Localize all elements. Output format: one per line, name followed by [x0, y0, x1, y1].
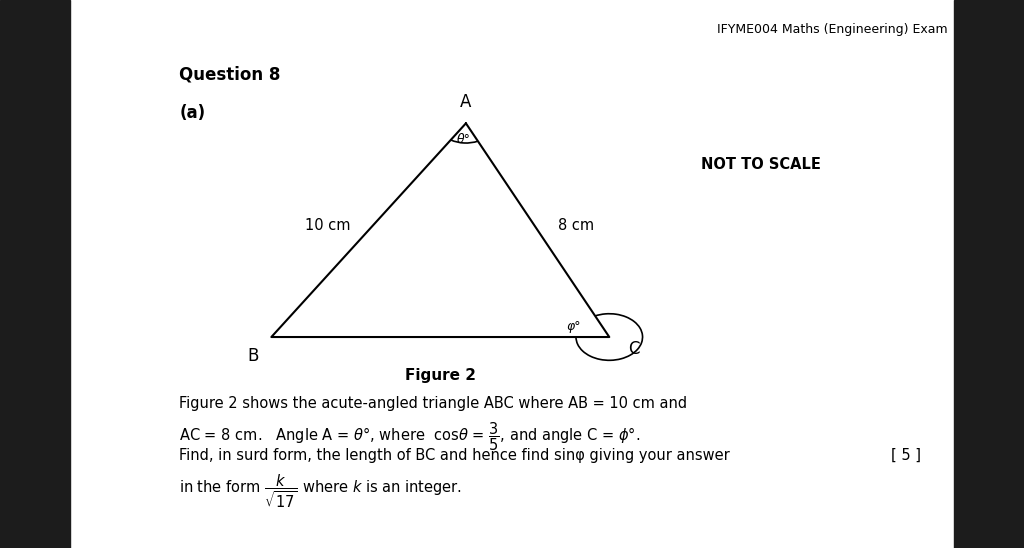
Text: A: A — [460, 93, 472, 111]
Bar — [0, 0, 70, 548]
Text: 8 cm: 8 cm — [558, 218, 595, 233]
Text: θ°: θ° — [457, 133, 471, 146]
Text: IFYME004 Maths (Engineering) Exam: IFYME004 Maths (Engineering) Exam — [717, 23, 947, 36]
Text: in the form $\dfrac{k}{\sqrt{17}}$ where $k$ is an integer.: in the form $\dfrac{k}{\sqrt{17}}$ where… — [179, 472, 462, 510]
Text: Question 8: Question 8 — [179, 66, 281, 84]
Text: (a): (a) — [179, 104, 206, 122]
Text: φ°: φ° — [566, 320, 581, 333]
Text: AC = 8 cm.   Angle A = $\theta$°, where  cos$\theta$ = $\dfrac{3}{5}$, and angle: AC = 8 cm. Angle A = $\theta$°, where co… — [179, 421, 640, 453]
Text: [ 5 ]: [ 5 ] — [891, 448, 921, 463]
Text: B: B — [247, 347, 259, 365]
Text: Figure 2: Figure 2 — [404, 368, 476, 383]
Text: 10 cm: 10 cm — [305, 218, 350, 233]
Text: Find, in surd form, the length of BC and hence find sinφ giving your answer: Find, in surd form, the length of BC and… — [179, 448, 730, 463]
Text: Figure 2 shows the acute-angled triangle ABC where AB = 10 cm and: Figure 2 shows the acute-angled triangle… — [179, 396, 687, 410]
Bar — [954, 0, 1024, 548]
Text: C: C — [628, 340, 639, 358]
Text: NOT TO SCALE: NOT TO SCALE — [701, 157, 821, 172]
